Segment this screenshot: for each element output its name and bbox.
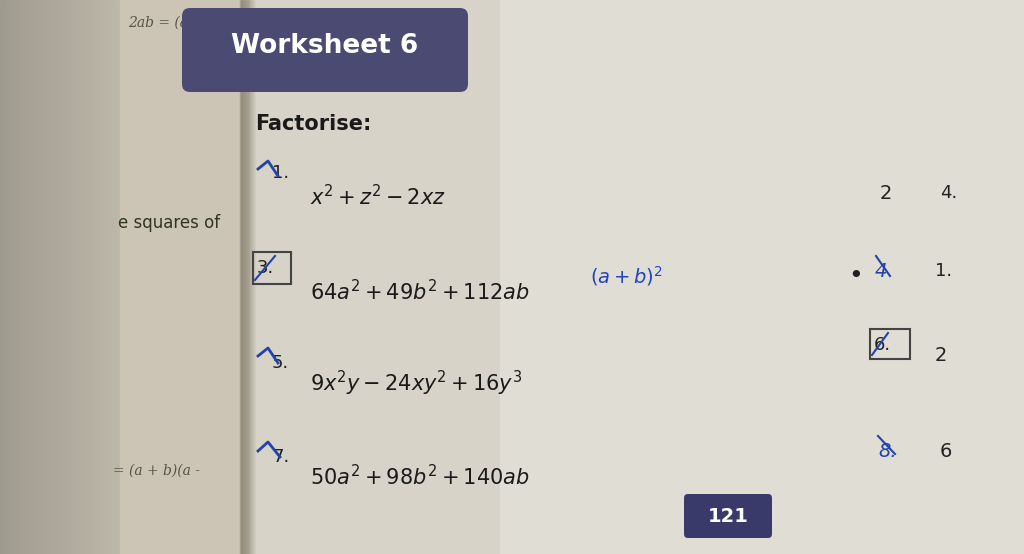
FancyBboxPatch shape (684, 494, 772, 538)
Text: 1.: 1. (272, 164, 289, 182)
Bar (84, 0, 87, 554)
Bar (9, 0, 12, 554)
Bar (22, 0, 24, 554)
Text: •: • (848, 264, 863, 288)
Text: $50a^2+98b^2+140ab$: $50a^2+98b^2+140ab$ (310, 464, 529, 489)
Bar (0, 0, 3, 554)
Text: 4.: 4. (940, 184, 957, 202)
Text: $(a+b)^2$: $(a+b)^2$ (590, 264, 663, 288)
Bar (51, 0, 54, 554)
Bar (6, 0, 9, 554)
Text: 6.: 6. (874, 336, 891, 354)
Bar (63, 0, 66, 554)
Bar (105, 0, 108, 554)
Bar (66, 0, 69, 554)
Bar (120, 0, 250, 554)
FancyBboxPatch shape (182, 8, 468, 92)
Text: 5.: 5. (272, 354, 289, 372)
Bar (78, 0, 81, 554)
Bar (99, 0, 102, 554)
Text: 2: 2 (935, 346, 947, 365)
Bar (87, 0, 90, 554)
Text: 2: 2 (880, 184, 892, 203)
Bar (72, 0, 75, 554)
Text: 7.: 7. (273, 448, 290, 466)
Bar (500, 0, 1024, 554)
Text: $x^2+z^2-2xz$: $x^2+z^2-2xz$ (310, 184, 445, 209)
Bar (48, 0, 51, 554)
Bar (81, 0, 84, 554)
Bar (54, 0, 57, 554)
Bar (69, 0, 72, 554)
Bar (24, 0, 27, 554)
Bar (90, 0, 93, 554)
Bar (96, 0, 99, 554)
Text: 4: 4 (874, 262, 888, 281)
Bar (102, 0, 105, 554)
Text: Factorise:: Factorise: (255, 114, 372, 134)
Bar (15, 0, 18, 554)
Bar (39, 0, 42, 554)
Bar (36, 0, 39, 554)
Bar (45, 0, 48, 554)
Text: e squares of: e squares of (118, 214, 220, 232)
Text: Worksheet 6: Worksheet 6 (231, 33, 419, 59)
Bar (12, 0, 15, 554)
Text: 3.: 3. (257, 259, 274, 277)
Bar (114, 0, 117, 554)
Bar (117, 0, 120, 554)
Bar (93, 0, 96, 554)
Text: 8.: 8. (878, 442, 897, 461)
Bar (250, 0, 750, 554)
Bar (57, 0, 60, 554)
Text: 121: 121 (708, 506, 749, 526)
Bar (60, 0, 63, 554)
Text: 1.: 1. (935, 262, 952, 280)
Bar (111, 0, 114, 554)
Text: $64a^2+49b^2+112ab$: $64a^2+49b^2+112ab$ (310, 279, 529, 304)
Text: $9x^2y-24xy^2+16y^3$: $9x^2y-24xy^2+16y^3$ (310, 369, 522, 398)
Text: 6: 6 (940, 442, 952, 461)
Bar (18, 0, 22, 554)
Text: = (a + b)(a -: = (a + b)(a - (113, 464, 200, 478)
Bar (108, 0, 111, 554)
Bar (30, 0, 33, 554)
Bar (42, 0, 45, 554)
Bar (253, 252, 291, 284)
Bar (3, 0, 6, 554)
Bar (75, 0, 78, 554)
Text: 2ab = (a -: 2ab = (a - (128, 16, 198, 30)
Bar (27, 0, 30, 554)
Bar (33, 0, 36, 554)
Bar (870, 329, 910, 359)
